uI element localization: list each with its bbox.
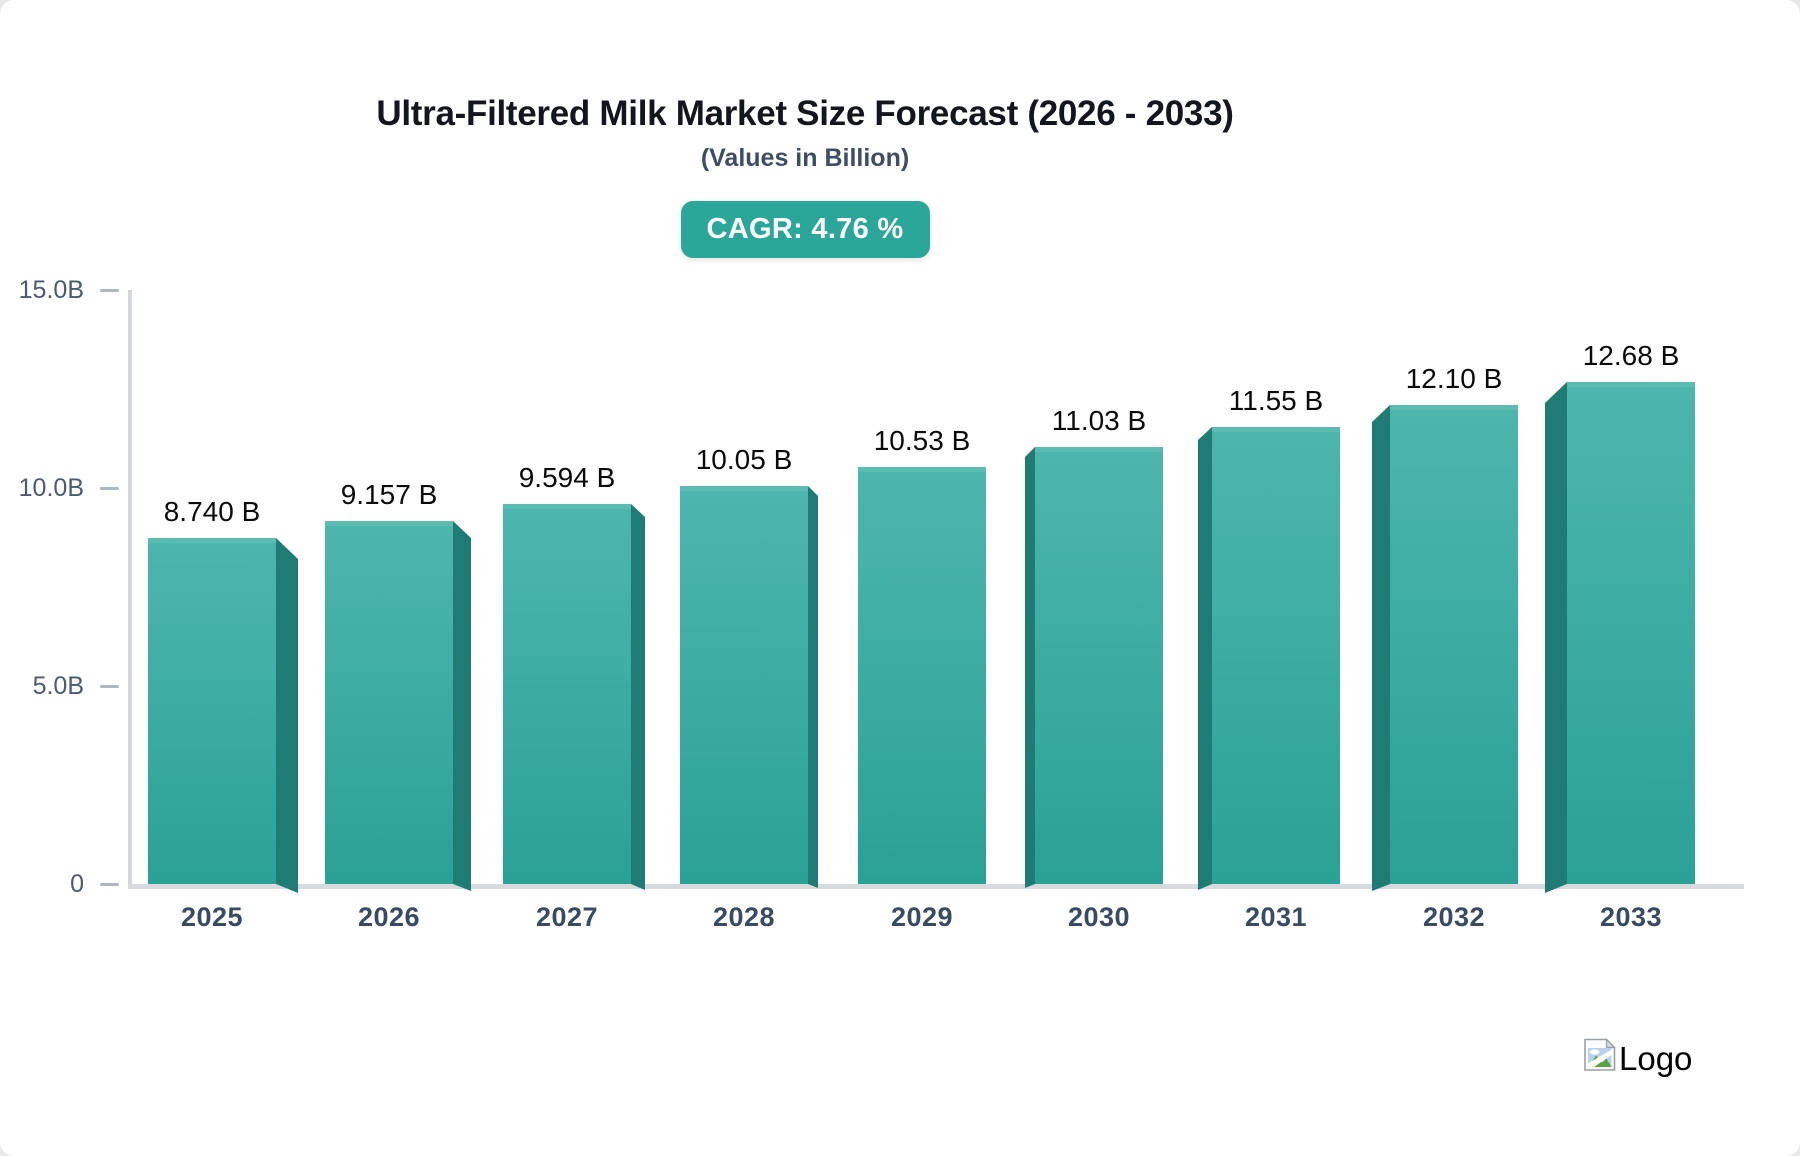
bar[interactable] [1212, 427, 1340, 884]
x-axis-label: 2032 [1422, 902, 1486, 932]
x-axis-label: 2028 [712, 902, 776, 932]
bar-side [276, 538, 298, 893]
bar-side [1372, 405, 1390, 891]
y-axis-tick-label: 10.0B [18, 474, 84, 502]
y-axis-tick-label: 5.0B [32, 672, 84, 700]
bar[interactable] [680, 486, 808, 884]
bar-side [808, 486, 818, 888]
bar-side [453, 521, 471, 891]
x-axis-label: 2026 [357, 902, 421, 932]
y-axis-tick-label: 0 [70, 870, 84, 898]
chart-subtitle: (Values in Billion) [700, 144, 910, 172]
bar-value-label: 8.740 B [163, 496, 261, 527]
x-axis-label: 2027 [535, 902, 599, 932]
chart-title: Ultra-Filtered Milk Market Size Forecast… [376, 94, 1234, 133]
x-axis-label: 2030 [1067, 902, 1131, 932]
x-axis-label: 2033 [1599, 902, 1663, 932]
broken-image-icon [1583, 1038, 1617, 1077]
bar[interactable] [148, 538, 276, 884]
bar[interactable] [1390, 405, 1518, 884]
bar[interactable] [858, 467, 986, 884]
bar-side [1545, 382, 1567, 893]
bar-value-label: 9.594 B [518, 462, 616, 493]
logo-text: Logo [1619, 1040, 1693, 1077]
bar-value-label: 11.03 B [1051, 405, 1147, 436]
bar-value-label: 10.53 B [873, 425, 971, 456]
cagr-badge: CAGR: 4.76 % [680, 201, 930, 258]
bar[interactable] [325, 521, 453, 884]
x-axis-label: 2029 [890, 902, 954, 932]
bar[interactable] [1567, 382, 1695, 884]
bar-value-label: 11.55 B [1228, 385, 1324, 416]
bar-side [1198, 427, 1212, 890]
y-axis-tick-mark [100, 685, 119, 688]
bar-side [1025, 447, 1035, 888]
y-axis-tick-mark [100, 883, 119, 886]
bar-value-label: 12.10 B [1405, 363, 1503, 394]
y-axis-tick-mark [100, 487, 119, 490]
x-axis-label: 2025 [180, 902, 244, 932]
chart-header: Ultra-Filtered Milk Market Size Forecast… [0, 0, 1610, 258]
bar-value-label: 10.05 B [695, 444, 793, 475]
bar-value-label: 12.68 B [1582, 340, 1680, 371]
logo: Logo [1583, 1038, 1692, 1077]
x-axis-line [128, 884, 1744, 889]
bar[interactable] [1035, 447, 1163, 884]
x-axis-label: 2031 [1244, 902, 1308, 932]
bar-value-label: 9.157 B [340, 479, 438, 510]
y-axis-line [128, 290, 132, 889]
y-axis-tick-label: 15.0B [18, 276, 84, 304]
bar[interactable] [503, 504, 631, 884]
y-axis-tick-mark [100, 289, 119, 292]
bar-side [631, 504, 645, 890]
